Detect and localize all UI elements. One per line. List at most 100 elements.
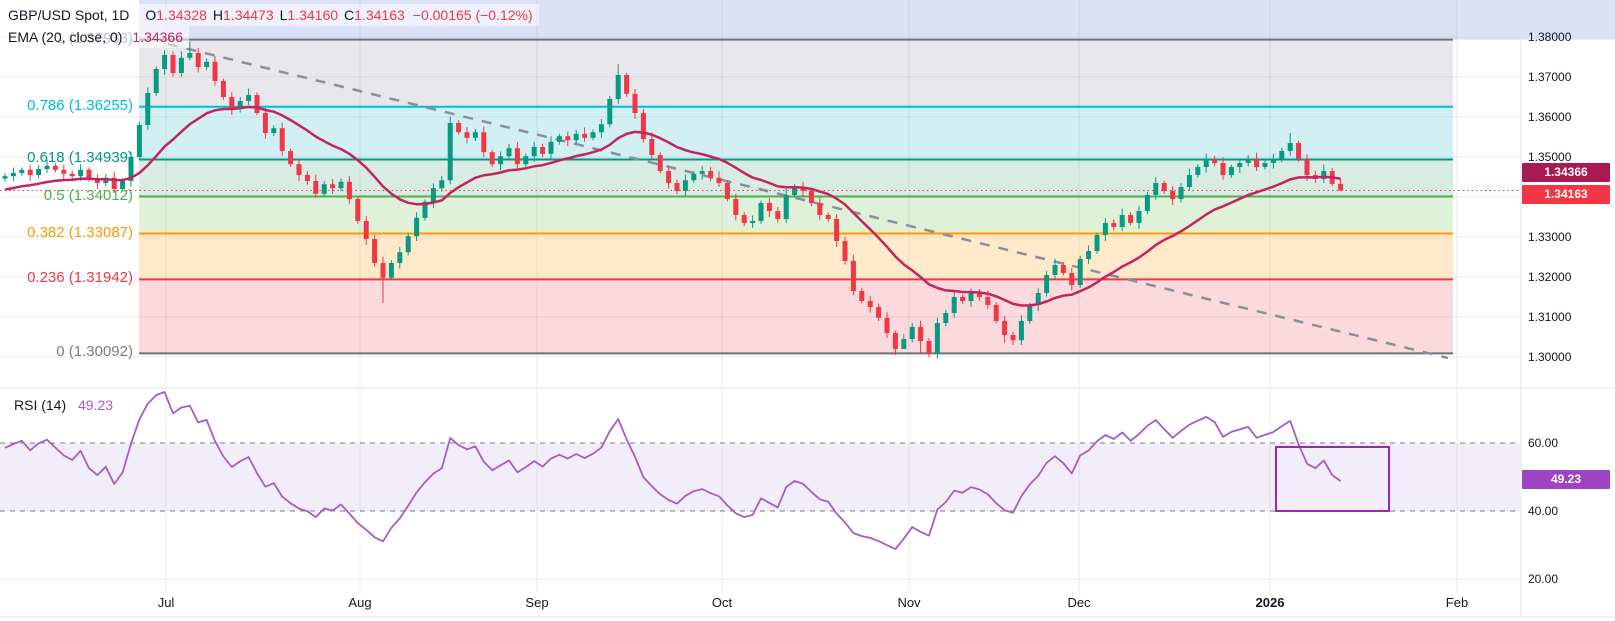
fib-band-5	[139, 233, 1453, 280]
fib-label-0.618[interactable]: 0.618 (1.34939)	[27, 149, 133, 167]
fib-label-0[interactable]: 0 (1.30092)	[56, 343, 133, 361]
ohlc-number: 1.34163	[354, 7, 405, 23]
candle-body	[800, 187, 806, 191]
candle-body	[783, 195, 789, 219]
candle-body	[136, 125, 142, 157]
candle-body	[355, 199, 361, 221]
candle-body	[817, 203, 823, 215]
rsi-line[interactable]	[4, 391, 1342, 550]
candle-body	[1010, 335, 1016, 341]
ohlc-number: 1.34473	[223, 7, 274, 23]
candle-body	[447, 123, 453, 181]
candle-body	[842, 241, 848, 261]
candle-body	[86, 169, 92, 179]
candle-body	[195, 53, 201, 67]
candle-body	[246, 95, 252, 101]
candle-body	[1102, 223, 1108, 235]
candle-body	[187, 53, 193, 58]
fib-label-0.5[interactable]: 0.5 (1.34012)	[43, 186, 133, 204]
candle-body	[548, 141, 554, 154]
ohlc-number: 1.34160	[287, 7, 339, 23]
candle-body	[1077, 259, 1083, 285]
ema-legend-row[interactable]: EMA (20, close, 0) 1.34366	[6, 26, 189, 48]
ohlc-values: O1.34328 H1.34473 L1.34160 C1.34163 −0.00165…	[139, 5, 532, 25]
candle-body	[1136, 211, 1142, 223]
candle-body	[1178, 187, 1184, 199]
price-tick: 1.32000	[1528, 270, 1572, 284]
candle-body	[1338, 183, 1344, 191]
price-tick: 1.38000	[1528, 30, 1572, 44]
symbol-legend-row[interactable]: GBP/USD Spot, 1D O1.34328 H1.34473 L1.3416…	[6, 4, 539, 26]
candle-body	[733, 199, 739, 215]
fib-band-2	[139, 106, 1453, 160]
candle-body	[1220, 163, 1226, 175]
fib-label-0.236[interactable]: 0.236 (1.31942)	[27, 269, 133, 287]
candle-body	[909, 327, 915, 339]
candle-body	[1119, 215, 1125, 227]
price-tick: 1.31000	[1528, 310, 1572, 324]
candle-body	[388, 263, 394, 278]
candle-body	[271, 128, 277, 133]
candle-body	[338, 181, 344, 189]
candle-body	[834, 219, 840, 241]
fib-label-0.786[interactable]: 0.786 (1.36255)	[27, 96, 133, 114]
candle-body	[573, 133, 579, 141]
candle-body	[330, 184, 336, 189]
rsi-value: 49.23	[78, 397, 114, 413]
candle-body	[397, 252, 403, 263]
time-tick-Dec: Dec	[1067, 595, 1091, 610]
candle-body	[304, 175, 310, 181]
candle-body	[556, 136, 562, 142]
ema-price-badge: 1.34366	[1522, 163, 1610, 183]
candle-body	[52, 165, 58, 170]
rsi-tick: 40.00	[1528, 504, 1559, 518]
legend: GBP/USD Spot, 1D O1.34328 H1.34473 L1.3416…	[6, 4, 539, 48]
ohlc-number: 1.34328	[156, 7, 207, 23]
candle-body	[1018, 321, 1024, 341]
ohlc-letter: O	[145, 7, 157, 23]
candle-body	[237, 101, 243, 109]
candle-body	[170, 55, 176, 73]
fib-label-0.382[interactable]: 0.382 (1.33087)	[27, 223, 133, 241]
symbol-title[interactable]: GBP/USD Spot, 1D	[8, 7, 130, 23]
candle-body	[1279, 151, 1285, 159]
rsi-tick: 20.00	[1528, 572, 1559, 586]
candle-body	[10, 173, 16, 177]
candle-body	[1060, 265, 1066, 273]
candle-body	[94, 179, 100, 183]
ema-line[interactable]	[4, 105, 1341, 307]
candle-body	[405, 236, 411, 253]
candle-body	[1069, 273, 1075, 285]
rsi-legend-row[interactable]: RSI (14) 49.23	[8, 396, 120, 414]
candle-body	[657, 155, 663, 171]
change-value: −0.00165 (−0.12%)	[412, 7, 533, 23]
candle-body	[456, 123, 462, 133]
candle-body	[103, 177, 109, 183]
candle-body	[1044, 275, 1050, 293]
candle-body	[523, 156, 529, 165]
candle-body	[27, 169, 33, 175]
candle-body	[632, 93, 638, 113]
candle-body	[229, 97, 235, 109]
candle-body	[884, 317, 890, 333]
candle-body	[1002, 321, 1008, 335]
candle-body	[943, 313, 949, 323]
candle-body	[1212, 159, 1218, 163]
candle-body	[598, 124, 604, 133]
rsi-highlight-box[interactable]	[1275, 446, 1390, 512]
candle-body	[682, 180, 688, 191]
candle-body	[901, 339, 907, 349]
candle-body	[985, 297, 991, 305]
candle-body	[750, 221, 756, 223]
candle-body	[212, 61, 218, 81]
time-tick-Nov: Nov	[897, 595, 921, 610]
candle-body	[313, 181, 319, 194]
candle-body	[204, 61, 210, 67]
candle-body	[363, 221, 369, 239]
candle-body	[825, 215, 831, 219]
candle-body	[1186, 175, 1192, 187]
candle-body	[178, 57, 184, 73]
candle-body	[78, 169, 84, 177]
